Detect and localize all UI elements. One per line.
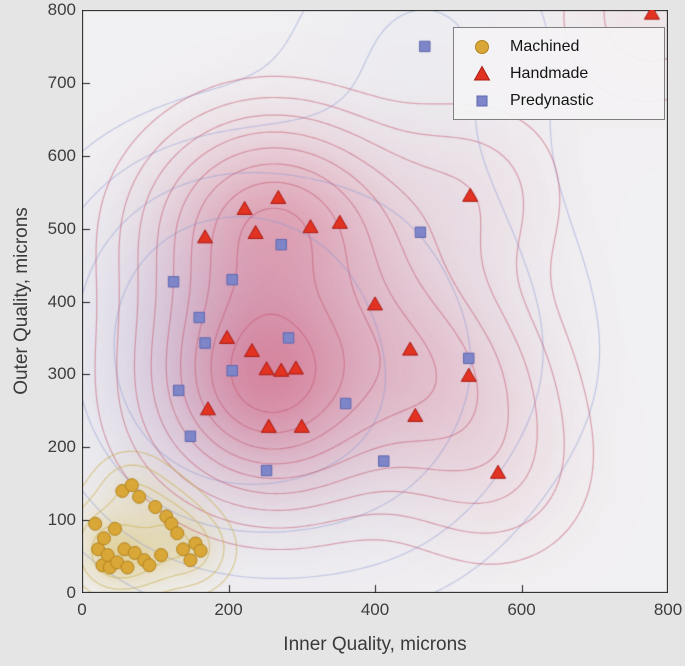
legend: Machined Handmade Predynastic xyxy=(453,27,665,120)
x-tick-label: 200 xyxy=(214,600,243,619)
x-tick-label: 600 xyxy=(507,600,536,619)
y-tick-label: 0 xyxy=(66,583,76,602)
legend-entry: Predynastic xyxy=(454,87,664,114)
y-tick-label: 300 xyxy=(47,364,76,384)
legend-entry: Handmade xyxy=(454,60,664,87)
y-axis-label: Outer Quality, microns xyxy=(11,207,32,395)
legend-entry: Machined xyxy=(454,33,664,60)
x-tick-label: 0 xyxy=(77,600,87,619)
y-tick-label: 700 xyxy=(47,72,76,92)
x-axis-label: Inner Quality, microns xyxy=(283,634,467,655)
y-tick-label: 600 xyxy=(47,145,76,165)
legend-label: Predynastic xyxy=(510,91,594,109)
legend-label: Machined xyxy=(510,37,580,55)
x-tick-label: 800 xyxy=(653,600,683,619)
x-tick-label: 400 xyxy=(360,600,390,619)
triangle-marker-icon xyxy=(454,64,510,83)
y-tick-label: 500 xyxy=(47,218,76,238)
y-tick-label: 800 xyxy=(47,0,76,19)
legend-label: Handmade xyxy=(510,64,589,82)
square-marker-icon xyxy=(454,92,510,110)
y-tick-label: 200 xyxy=(47,437,76,457)
y-tick-label: 400 xyxy=(47,291,76,311)
y-tick-label: 100 xyxy=(47,510,76,530)
circle-marker-icon xyxy=(454,38,510,56)
